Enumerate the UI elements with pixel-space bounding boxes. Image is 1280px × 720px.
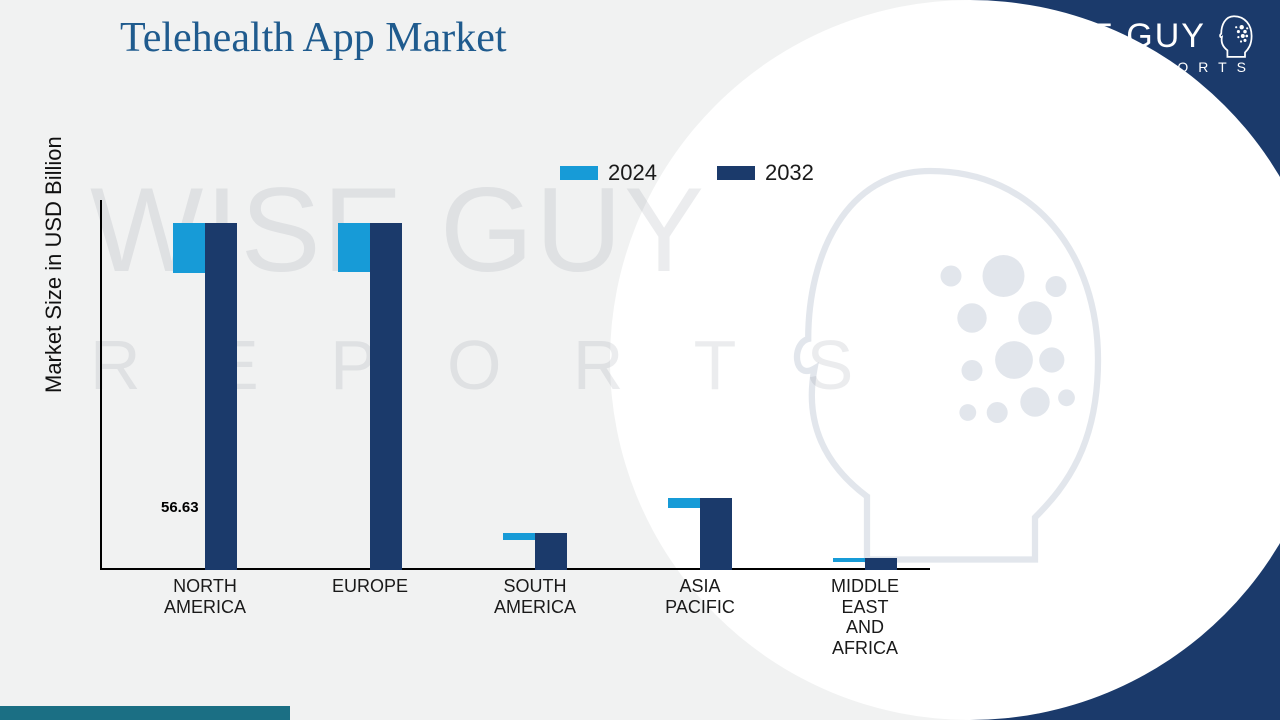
bar [833,558,865,562]
legend-swatch-2024 [560,166,598,180]
category-label: SOUTHAMERICA [460,576,610,617]
y-axis-label: Market Size in USD Billion [41,136,67,393]
brand-line2: REPORTS [1020,60,1256,74]
chart-title: Telehealth App Market [120,14,507,62]
category-label: NORTHAMERICA [130,576,280,617]
bar-group: EUROPE [295,223,445,570]
category-label: EUROPE [295,576,445,597]
bar [865,558,897,570]
legend-swatch-2032 [717,166,755,180]
brand-line1: WISE GUY [1020,19,1206,53]
legend: 2024 2032 [560,160,814,186]
bar [668,498,700,509]
brand-logo: WISE GUY REPORTS [1020,14,1256,74]
bar-group: SOUTHAMERICA [460,533,610,570]
bar [503,533,535,540]
bar-group: ASIAPACIFIC [625,498,775,570]
bar [535,533,567,570]
category-label: ASIAPACIFIC [625,576,775,617]
legend-label-2032: 2032 [765,160,814,186]
head-icon [1212,14,1256,58]
bar [370,223,402,570]
bottom-accent-bar [0,706,290,720]
bar [205,223,237,570]
category-label: MIDDLEEASTANDAFRICA [790,576,940,659]
bar [700,498,732,570]
plot-area: NORTHAMERICAEUROPE SOUTHAMERICA ASIAPACIFI… [100,200,930,570]
legend-label-2024: 2024 [608,160,657,186]
stage: WISE GUY R E P O R T S WISE GUY REPORTS … [0,0,1280,720]
bar [173,223,205,273]
bar [338,223,370,272]
legend-item-2032: 2032 [717,160,814,186]
legend-item-2024: 2024 [560,160,657,186]
y-axis [100,200,102,570]
bar-group: NORTHAMERICA [130,223,280,570]
bar-group: MIDDLEEASTANDAFRICA [790,558,940,570]
bar-value-label: 56.63 [161,499,199,516]
